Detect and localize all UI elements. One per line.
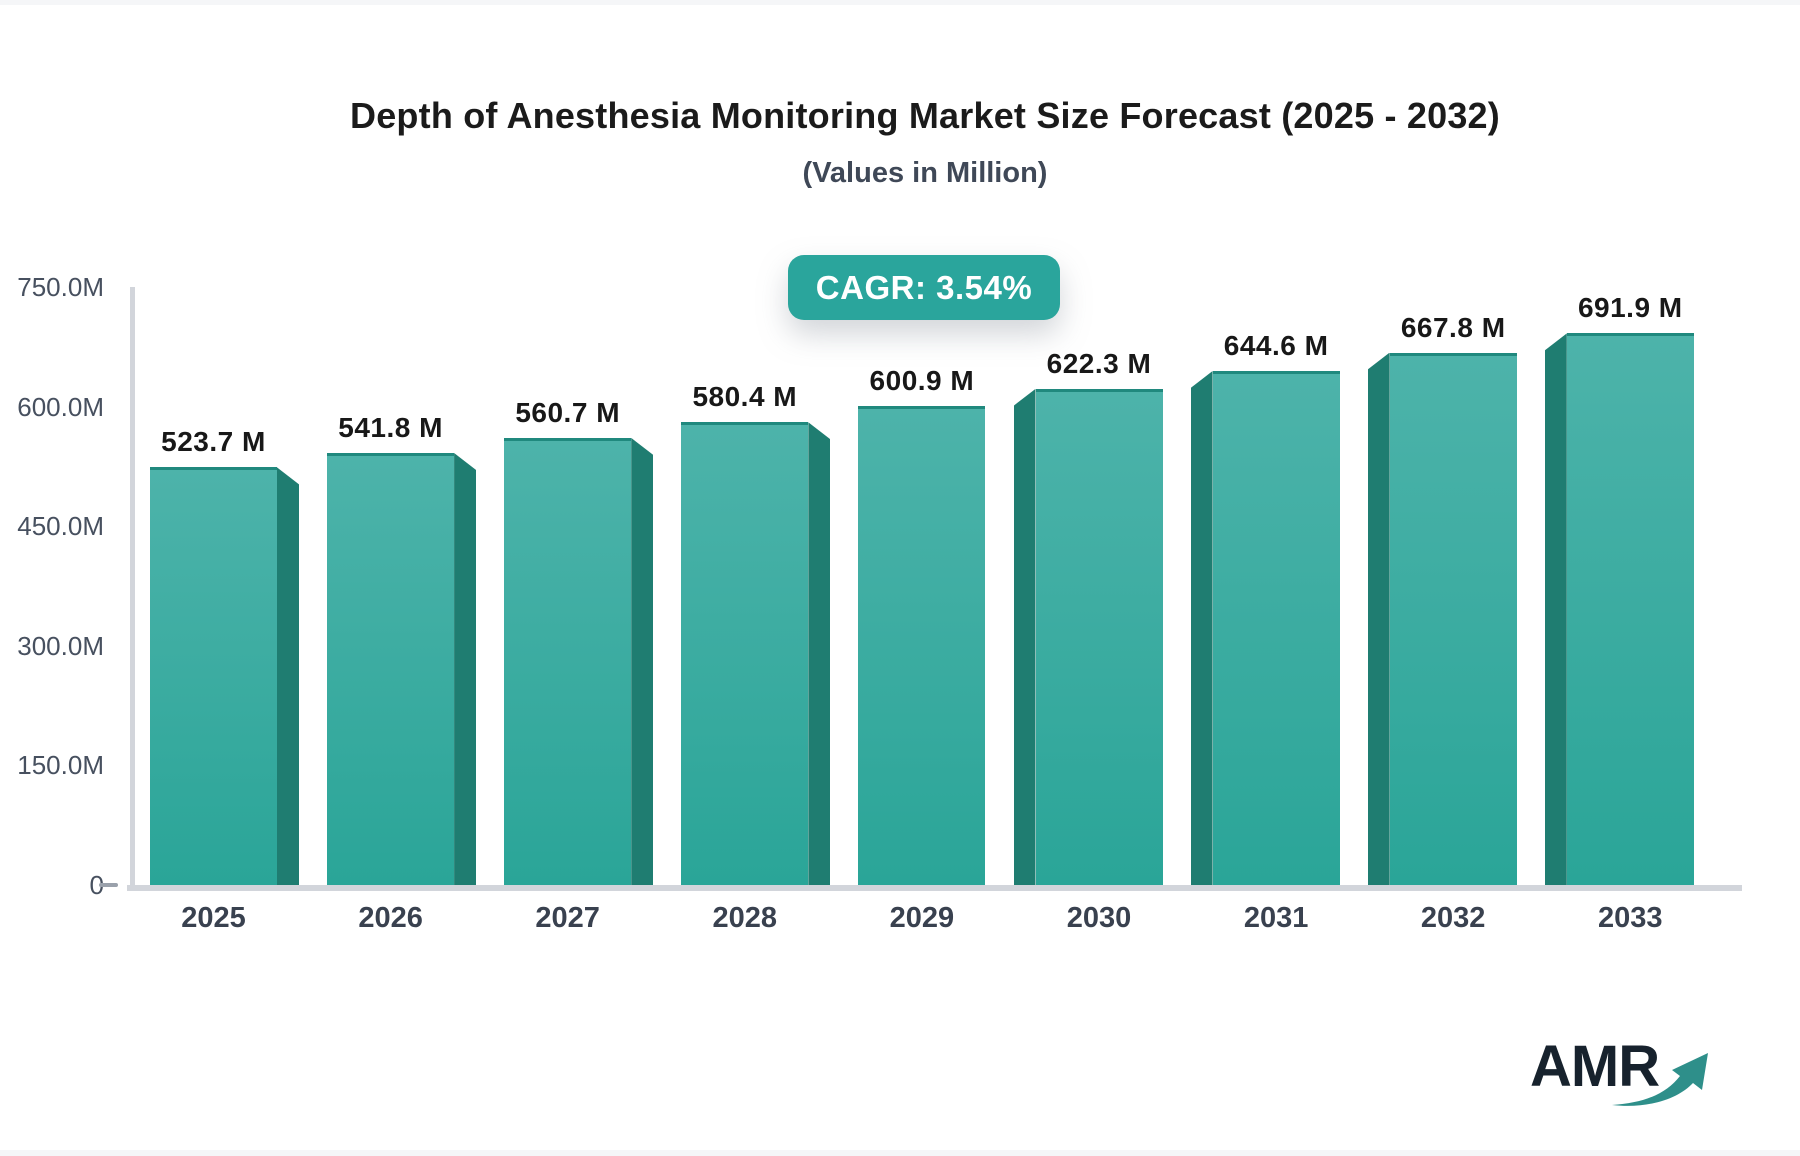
y-tick-label: 0	[89, 870, 104, 900]
zero-tick-dash	[99, 883, 118, 887]
x-axis-label: 2028	[712, 902, 778, 934]
x-axis-label: 2030	[1066, 902, 1132, 934]
x-axis-label: 2033	[1598, 902, 1663, 934]
bar-value-label: 691.9 M	[1577, 292, 1683, 324]
bar-value-label: 644.6 M	[1223, 330, 1329, 362]
chart-card: Depth of Anesthesia Monitoring Market Si…	[0, 5, 1800, 1150]
bar-side-2030	[1013, 388, 1036, 885]
bar-side-2028	[808, 422, 831, 885]
bar-front-2033	[1566, 333, 1694, 885]
y-tick-label: 600.0M	[17, 391, 104, 422]
x-axis-line	[127, 885, 1742, 891]
bar-value-label: 622.3 M	[1046, 347, 1152, 379]
y-tick-label: 300.0M	[17, 630, 104, 661]
bar-front-2030	[1035, 388, 1163, 885]
bar-side-2025	[277, 467, 299, 885]
bar-side-2027	[631, 437, 654, 885]
bar-front-2026	[327, 453, 455, 885]
bar-side-2033	[1544, 333, 1567, 885]
x-axis-label: 2025	[181, 902, 246, 934]
chart-header: Depth of Anesthesia Monitoring Market Si…	[45, 5, 1800, 191]
bar-side-2026	[454, 453, 477, 885]
bar-front-2032	[1389, 352, 1517, 885]
bar-front-2029	[858, 405, 986, 885]
bar-side-2031	[1190, 371, 1213, 885]
growth-arrow-icon	[1612, 1053, 1708, 1106]
y-axis-line	[130, 287, 135, 885]
bar-value-label: 560.7 M	[515, 396, 621, 428]
bar-value-label: 600.9 M	[869, 364, 975, 396]
x-axis-label: 2027	[535, 902, 600, 934]
amr-logo: AMR	[1530, 1037, 1720, 1123]
bar-front-2027	[504, 437, 632, 885]
x-axis-label: 2029	[889, 902, 955, 934]
chart-title: Depth of Anesthesia Monitoring Market Si…	[350, 95, 1500, 136]
x-axis-label: 2032	[1420, 902, 1486, 934]
y-tick-label: 750.0M	[17, 272, 104, 302]
x-axis-label: 2026	[358, 902, 423, 934]
y-tick-label: 450.0M	[17, 511, 104, 542]
cagr-badge: CAGR: 3.54%	[788, 255, 1060, 320]
bar-side-2032	[1367, 352, 1390, 885]
bar-front-2028	[681, 422, 809, 885]
chart-subtitle: (Values in Million)	[802, 157, 1048, 189]
bar-value-label: 667.8 M	[1400, 311, 1506, 343]
x-axis-label: 2031	[1243, 902, 1309, 934]
y-tick-label: 150.0M	[17, 750, 104, 781]
amr-logo-text: AMR	[1530, 1034, 1660, 1099]
bar-front-2031	[1212, 371, 1340, 885]
bar-value-label: 523.7 M	[161, 426, 266, 458]
plot-area: 0 150.0M 300.0M 450.0M 600.0M 750.0M 523.7 M 20…	[0, 5, 1800, 1150]
bar-value-label: 541.8 M	[338, 412, 443, 443]
bar-value-label: 580.4 M	[692, 381, 798, 413]
bar-front-2025	[150, 467, 277, 885]
